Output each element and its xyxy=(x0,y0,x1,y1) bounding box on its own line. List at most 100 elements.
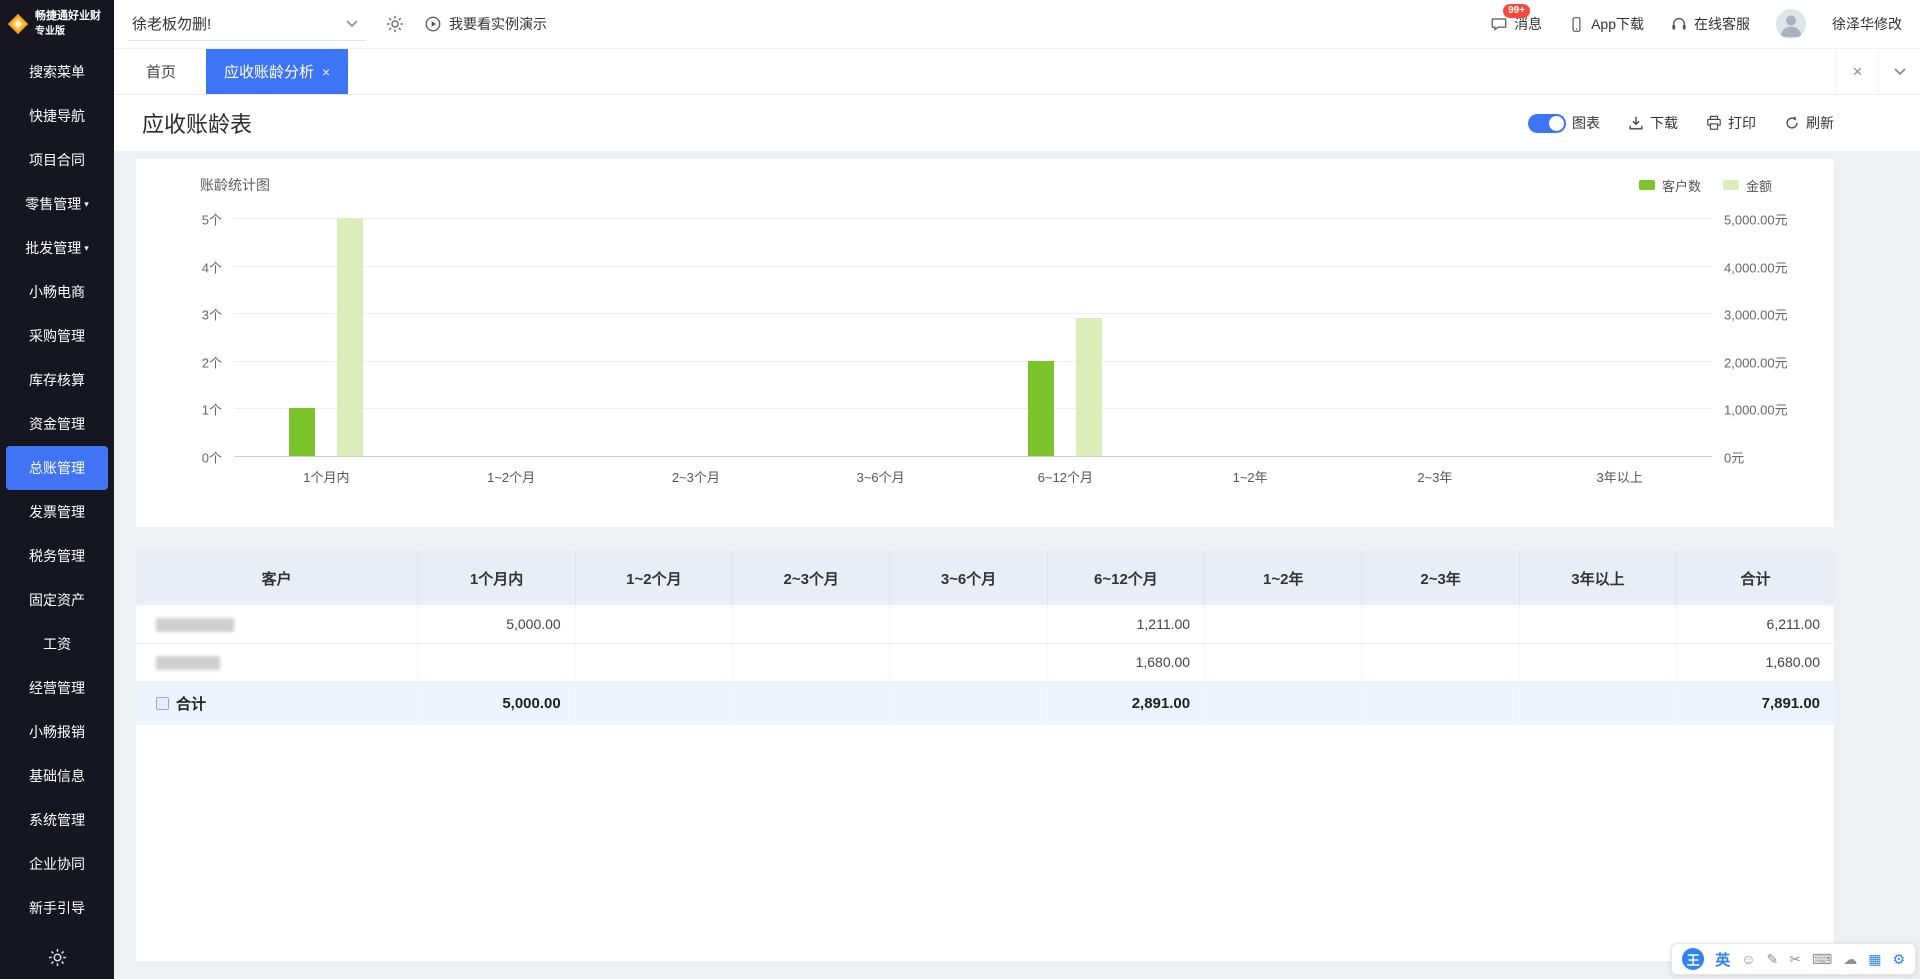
scissors-icon[interactable]: ✂ xyxy=(1789,950,1801,967)
sidebar: 畅捷通好业财 专业版 搜索菜单 快捷导航 项目合同 零售管理 ▾ 批发管理 ▾ 小畅电商 采购管… xyxy=(0,0,114,979)
messages-button[interactable]: 消息 99+ xyxy=(1490,4,1543,34)
sidebar-item[interactable]: 采购管理 xyxy=(6,314,108,358)
amount-cell: 1,680.00 xyxy=(1676,643,1834,682)
refresh-icon xyxy=(1786,116,1798,129)
y-axis-tick-right: 2,000.00元 xyxy=(1724,355,1788,371)
legend-item[interactable]: 金额 xyxy=(1722,176,1772,195)
column-header: 2~3个月 xyxy=(732,551,891,605)
ime-language-mode[interactable]: 英 xyxy=(1715,951,1731,969)
sidebar-item[interactable]: 总账管理 xyxy=(6,446,108,490)
tab-close-icon[interactable]: × xyxy=(322,63,331,80)
sidebar-item[interactable]: 企业协同 xyxy=(6,842,108,886)
app-download-label: App下载 xyxy=(1591,16,1644,32)
sidebar-item[interactable]: 批发管理 ▾ xyxy=(6,226,108,270)
gridline xyxy=(234,218,1712,219)
download-button[interactable]: 下载 xyxy=(1628,113,1678,133)
sidebar-item-label: 小畅报销 xyxy=(29,724,85,740)
sidebar-item[interactable]: 库存核算 xyxy=(6,358,108,402)
amount-cell xyxy=(1204,605,1363,644)
amount-cell xyxy=(732,605,891,644)
settings-gear-button[interactable] xyxy=(386,15,404,33)
ime-logo[interactable]: 王 xyxy=(1682,948,1705,970)
keyboard-icon[interactable]: ⌨ xyxy=(1811,950,1833,967)
amount-cell xyxy=(1204,643,1363,682)
sidebar-item-label: 发票管理 xyxy=(29,504,85,520)
column-header: 3年以上 xyxy=(1519,551,1678,605)
table-row[interactable]: 1,680.00 1,680.00 xyxy=(136,643,1834,682)
settings-gear-icon[interactable] xyxy=(48,948,67,967)
grid-icon[interactable]: ▦ xyxy=(1868,950,1882,967)
y-axis-tick-left: 4个 xyxy=(201,260,222,276)
tab-list-button[interactable] xyxy=(1878,49,1920,94)
sidebar-item[interactable]: 税务管理 xyxy=(6,534,108,578)
aging-table: 客户 1个月内 1~2个月 2~3个月 3~6个月 6~12个月 1~2年 2~3年 3年以上合… xyxy=(136,551,1834,725)
tab-bar: 首页 应收账龄分析 × × xyxy=(114,49,1920,95)
avatar[interactable] xyxy=(1776,9,1806,39)
emoji-icon[interactable]: ☺ xyxy=(1741,951,1756,967)
brand-name: 畅捷通好业财 专业版 xyxy=(35,9,101,38)
sidebar-item-label: 项目合同 xyxy=(29,152,85,168)
sidebar-item[interactable]: 零售管理 ▾ xyxy=(6,182,108,226)
sidebar-item[interactable]: 经营管理 xyxy=(6,666,108,710)
total-amount-cell: 5,000.00 xyxy=(417,681,576,725)
x-axis-label: 2~3个月 xyxy=(671,470,720,485)
amount-cell xyxy=(1519,643,1678,682)
sidebar-item[interactable]: 搜索菜单 xyxy=(6,50,108,94)
username[interactable]: 徐泽华修改 xyxy=(1832,16,1902,32)
bar-customer-count xyxy=(1028,360,1055,456)
page-title: 应收账龄表 xyxy=(142,112,253,137)
sidebar-item[interactable]: 小畅电商 xyxy=(6,270,108,314)
pen-icon[interactable]: ✎ xyxy=(1766,950,1779,967)
sidebar-item[interactable]: 快捷导航 xyxy=(6,94,108,138)
sidebar-item[interactable]: 项目合同 xyxy=(6,138,108,182)
sidebar-item[interactable]: 工资 xyxy=(6,622,108,666)
total-amount-cell xyxy=(1361,681,1520,725)
sidebar-item[interactable]: 系统管理 xyxy=(6,798,108,842)
chart-toggle-label: 图表 xyxy=(1572,115,1600,131)
column-header: 1个月内 xyxy=(417,551,576,605)
print-button[interactable]: 打印 xyxy=(1706,113,1756,133)
company-selector[interactable]: 徐老板勿删! xyxy=(128,8,366,41)
sidebar-item[interactable]: 发票管理 xyxy=(6,490,108,534)
x-axis-label: 1个月内 xyxy=(303,470,350,485)
table-row[interactable]: 5,000.00 1,211.00 6,211.00 xyxy=(136,605,1834,644)
app-download-button[interactable]: App下载 xyxy=(1568,14,1644,34)
sidebar-item-label: 批发管理 xyxy=(25,240,82,256)
message-bubble-icon xyxy=(1491,18,1507,31)
tab[interactable]: 首页 xyxy=(128,49,194,94)
aging-table-card: 客户 1个月内 1~2个月 2~3个月 3~6个月 6~12个月 1~2年 2~3年 3年以上合… xyxy=(136,551,1834,961)
refresh-label: 刷新 xyxy=(1806,115,1834,131)
sidebar-item[interactable]: 小畅报销 xyxy=(6,710,108,754)
toggle-switch[interactable] xyxy=(1528,113,1566,133)
bar-amount xyxy=(1076,318,1103,456)
summary-icon xyxy=(156,696,169,710)
topbar: 徐老板勿删! xyxy=(114,0,1920,49)
messages-label: 消息 xyxy=(1514,16,1543,32)
sidebar-item[interactable]: 固定资产 xyxy=(6,578,108,622)
chart-view-toggle[interactable]: 图表 xyxy=(1528,113,1600,133)
gridline xyxy=(234,360,1712,362)
sidebar-item-label: 采购管理 xyxy=(29,328,85,344)
support-button[interactable]: 在线客服 xyxy=(1670,14,1750,34)
headset-icon xyxy=(1672,18,1686,30)
app-logo: 畅捷通好业财 专业版 xyxy=(0,0,114,48)
amount-cell xyxy=(889,643,1048,682)
refresh-button[interactable]: 刷新 xyxy=(1784,113,1834,133)
download-icon xyxy=(1629,116,1643,130)
sidebar-item[interactable]: 基础信息 xyxy=(6,754,108,798)
chevron-down-icon: ▾ xyxy=(84,242,89,253)
tab[interactable]: 应收账龄分析 × xyxy=(206,49,349,94)
sidebar-item-label: 小畅电商 xyxy=(29,284,85,300)
sidebar-item[interactable]: 资金管理 xyxy=(6,402,108,446)
cloud-icon[interactable]: ☁ xyxy=(1843,950,1858,967)
gear-icon[interactable]: ⚙ xyxy=(1892,950,1905,967)
sidebar-item[interactable]: 新手引导 xyxy=(6,886,108,930)
demo-link[interactable]: 我要看实例演示 xyxy=(424,14,547,34)
column-header: 客户 xyxy=(136,551,419,605)
sidebar-footer xyxy=(0,935,114,979)
y-axis-tick-right: 3,000.00元 xyxy=(1724,307,1788,323)
sidebar-nav: 搜索菜单 快捷导航 项目合同 零售管理 ▾ 批发管理 ▾ 小畅电商 采购管理 库存核算 资金管理 总账… xyxy=(0,48,114,935)
legend-item[interactable]: 客户数 xyxy=(1638,176,1701,195)
close-tabs-button[interactable]: × xyxy=(1836,49,1878,94)
topbar-right: 消息 99+ App下载 在线客服 xyxy=(1490,4,1902,39)
